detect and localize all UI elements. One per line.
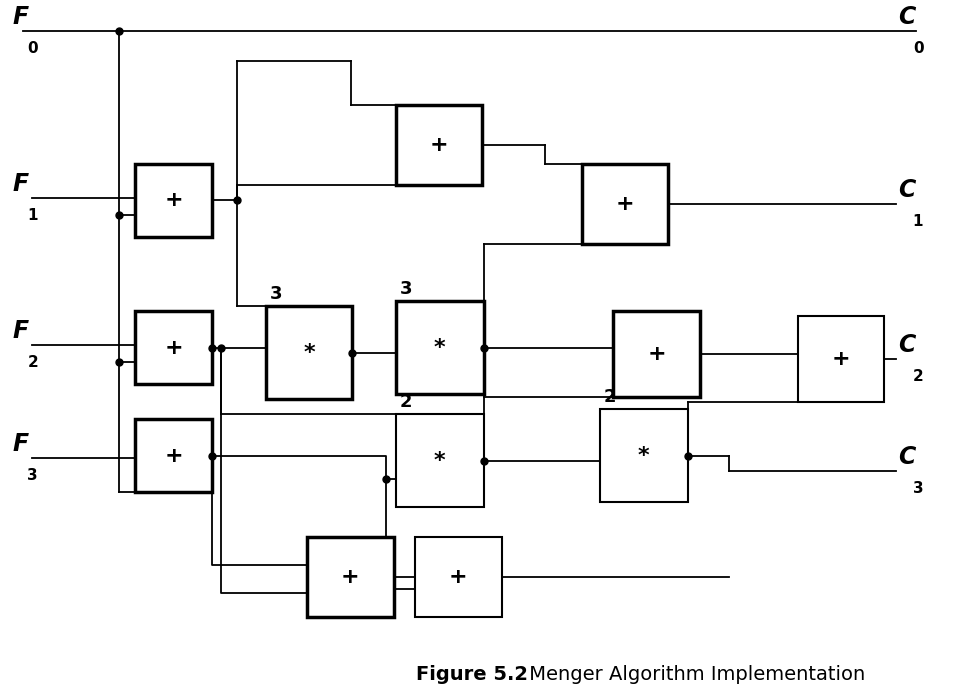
Text: *: * bbox=[303, 343, 315, 362]
Bar bbox=[599, 409, 688, 503]
Text: +: + bbox=[832, 349, 851, 369]
Text: 3: 3 bbox=[270, 285, 282, 303]
Text: 3: 3 bbox=[28, 468, 38, 483]
Text: Menger Algorithm Implementation: Menger Algorithm Implementation bbox=[523, 665, 865, 684]
Bar bbox=[415, 537, 502, 617]
Text: +: + bbox=[164, 338, 183, 357]
Text: 3: 3 bbox=[400, 280, 412, 298]
Text: +: + bbox=[164, 445, 183, 466]
Text: 1: 1 bbox=[913, 214, 923, 229]
Bar bbox=[307, 537, 394, 617]
Text: *: * bbox=[434, 451, 445, 470]
Text: C: C bbox=[898, 178, 916, 202]
Bar bbox=[582, 163, 668, 244]
Text: +: + bbox=[429, 135, 448, 155]
Text: 0: 0 bbox=[913, 41, 923, 56]
Text: C: C bbox=[898, 445, 916, 469]
Text: *: * bbox=[434, 338, 445, 357]
Text: +: + bbox=[616, 194, 635, 214]
Text: 2: 2 bbox=[400, 393, 412, 411]
Text: 2: 2 bbox=[603, 388, 616, 406]
Text: 1: 1 bbox=[28, 208, 38, 223]
Bar bbox=[136, 419, 212, 493]
Text: 2: 2 bbox=[913, 369, 923, 384]
Text: F: F bbox=[12, 172, 29, 196]
Text: *: * bbox=[638, 445, 650, 466]
Bar bbox=[396, 301, 484, 394]
Bar bbox=[614, 311, 700, 397]
Text: +: + bbox=[164, 191, 183, 211]
Bar bbox=[266, 306, 353, 399]
Text: 3: 3 bbox=[913, 481, 923, 496]
Text: C: C bbox=[898, 5, 916, 29]
Bar bbox=[798, 315, 884, 402]
Text: +: + bbox=[341, 567, 359, 587]
Text: 0: 0 bbox=[28, 41, 38, 56]
Text: Figure 5.2: Figure 5.2 bbox=[416, 665, 528, 684]
Bar bbox=[396, 105, 482, 185]
Bar bbox=[396, 414, 484, 507]
Text: F: F bbox=[12, 319, 29, 343]
Text: 2: 2 bbox=[28, 355, 38, 370]
Bar bbox=[136, 163, 212, 237]
Text: F: F bbox=[12, 432, 29, 456]
Bar bbox=[136, 311, 212, 385]
Text: F: F bbox=[12, 5, 29, 29]
Text: +: + bbox=[449, 567, 467, 587]
Text: C: C bbox=[898, 333, 916, 357]
Text: +: + bbox=[647, 344, 666, 364]
